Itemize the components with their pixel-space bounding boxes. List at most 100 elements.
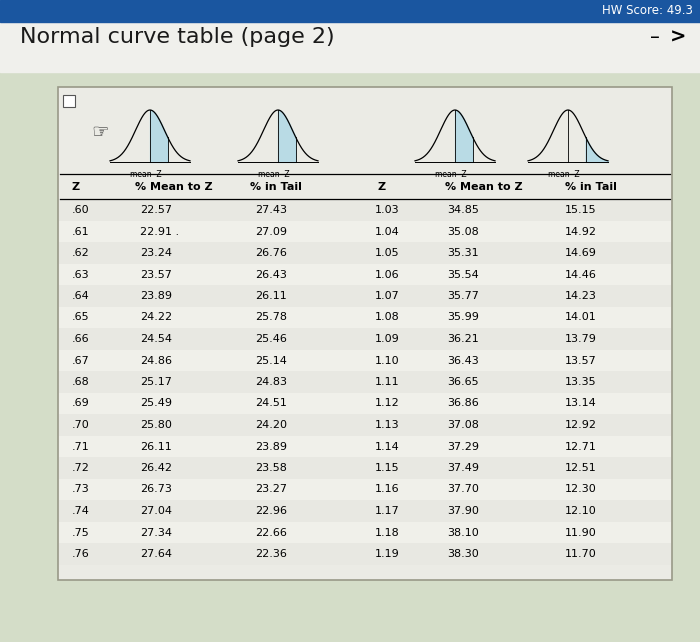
Text: .75: .75 bbox=[72, 528, 90, 537]
Text: 24.54: 24.54 bbox=[140, 334, 172, 344]
Text: .74: .74 bbox=[72, 506, 90, 516]
Text: ☞: ☞ bbox=[91, 123, 108, 141]
Text: .60: .60 bbox=[72, 205, 90, 215]
Text: 26.76: 26.76 bbox=[255, 248, 287, 258]
Text: 13.79: 13.79 bbox=[565, 334, 597, 344]
Text: 25.49: 25.49 bbox=[140, 399, 172, 408]
Text: mean  Z: mean Z bbox=[258, 170, 290, 179]
Text: 27.09: 27.09 bbox=[255, 227, 287, 236]
Text: 14.92: 14.92 bbox=[565, 227, 597, 236]
Text: 26.11: 26.11 bbox=[255, 291, 287, 301]
Text: .61: .61 bbox=[72, 227, 90, 236]
Bar bbox=[59, 350, 671, 371]
Bar bbox=[59, 522, 671, 543]
Text: 37.49: 37.49 bbox=[447, 463, 479, 473]
Text: 36.86: 36.86 bbox=[447, 399, 479, 408]
Text: 25.78: 25.78 bbox=[255, 313, 287, 322]
Bar bbox=[59, 285, 671, 307]
Bar bbox=[59, 414, 671, 436]
Text: 1.17: 1.17 bbox=[375, 506, 400, 516]
Text: 12.10: 12.10 bbox=[565, 506, 596, 516]
Text: 1.19: 1.19 bbox=[375, 549, 400, 559]
Text: 25.17: 25.17 bbox=[140, 377, 172, 387]
Text: 22.96: 22.96 bbox=[255, 506, 287, 516]
Text: 24.20: 24.20 bbox=[255, 420, 287, 430]
Text: 25.14: 25.14 bbox=[255, 356, 287, 365]
Text: 14.23: 14.23 bbox=[565, 291, 597, 301]
Text: 1.16: 1.16 bbox=[375, 485, 400, 494]
Text: 36.65: 36.65 bbox=[447, 377, 479, 387]
Bar bbox=[59, 221, 671, 242]
Text: 23.89: 23.89 bbox=[255, 442, 287, 451]
Text: .68: .68 bbox=[72, 377, 90, 387]
Text: .67: .67 bbox=[72, 356, 90, 365]
Text: .65: .65 bbox=[72, 313, 90, 322]
Text: 38.30: 38.30 bbox=[447, 549, 479, 559]
Bar bbox=[0, 22, 700, 47]
Text: 11.90: 11.90 bbox=[565, 528, 596, 537]
Text: 24.86: 24.86 bbox=[140, 356, 172, 365]
Text: 38.10: 38.10 bbox=[447, 528, 479, 537]
Text: 1.04: 1.04 bbox=[375, 227, 400, 236]
Text: mean  Z: mean Z bbox=[548, 170, 580, 179]
Text: 37.08: 37.08 bbox=[447, 420, 479, 430]
Text: 25.80: 25.80 bbox=[140, 420, 172, 430]
Text: mean  Z: mean Z bbox=[130, 170, 162, 179]
Text: 36.43: 36.43 bbox=[447, 356, 479, 365]
Text: .69: .69 bbox=[72, 399, 90, 408]
Bar bbox=[59, 500, 671, 522]
Text: 35.31: 35.31 bbox=[447, 248, 479, 258]
Text: 24.83: 24.83 bbox=[255, 377, 287, 387]
Bar bbox=[0, 22, 700, 72]
Text: 37.70: 37.70 bbox=[447, 485, 479, 494]
Text: 35.99: 35.99 bbox=[447, 313, 479, 322]
Text: mean  Z: mean Z bbox=[435, 170, 467, 179]
Text: 25.46: 25.46 bbox=[255, 334, 287, 344]
Text: .72: .72 bbox=[72, 463, 90, 473]
Bar bbox=[59, 393, 671, 414]
Text: –: – bbox=[650, 28, 660, 46]
Text: 22.91 .: 22.91 . bbox=[140, 227, 179, 236]
Text: .64: .64 bbox=[72, 291, 90, 301]
Bar bbox=[59, 479, 671, 500]
Text: 12.71: 12.71 bbox=[565, 442, 597, 451]
Text: 1.07: 1.07 bbox=[375, 291, 400, 301]
Bar bbox=[59, 199, 671, 221]
Text: 1.13: 1.13 bbox=[375, 420, 400, 430]
Text: 36.21: 36.21 bbox=[447, 334, 479, 344]
Text: % in Tail: % in Tail bbox=[250, 182, 302, 192]
Text: 26.43: 26.43 bbox=[255, 270, 287, 279]
Text: 23.89: 23.89 bbox=[140, 291, 172, 301]
Text: 1.09: 1.09 bbox=[375, 334, 400, 344]
Text: 12.30: 12.30 bbox=[565, 485, 596, 494]
Bar bbox=[63, 95, 75, 107]
Bar bbox=[59, 457, 671, 479]
Text: 23.58: 23.58 bbox=[255, 463, 287, 473]
Bar bbox=[58, 87, 672, 580]
Bar bbox=[59, 242, 671, 264]
Text: .70: .70 bbox=[72, 420, 90, 430]
Bar bbox=[59, 436, 671, 457]
Text: % Mean to Z: % Mean to Z bbox=[135, 182, 213, 192]
Text: 14.46: 14.46 bbox=[565, 270, 597, 279]
Bar bbox=[59, 371, 671, 393]
Text: 26.42: 26.42 bbox=[140, 463, 172, 473]
Text: .76: .76 bbox=[72, 549, 90, 559]
Bar bbox=[59, 543, 671, 565]
Text: 1.08: 1.08 bbox=[375, 313, 400, 322]
Text: 1.11: 1.11 bbox=[375, 377, 400, 387]
Text: 14.01: 14.01 bbox=[565, 313, 596, 322]
Text: 11.70: 11.70 bbox=[565, 549, 596, 559]
Text: 1.12: 1.12 bbox=[375, 399, 400, 408]
Text: .62: .62 bbox=[72, 248, 90, 258]
Bar bbox=[59, 307, 671, 328]
Text: 12.51: 12.51 bbox=[565, 463, 596, 473]
Text: 22.57: 22.57 bbox=[140, 205, 172, 215]
Text: 1.14: 1.14 bbox=[375, 442, 400, 451]
Text: % in Tail: % in Tail bbox=[565, 182, 617, 192]
Text: Normal curve table (page 2): Normal curve table (page 2) bbox=[20, 27, 335, 47]
Bar bbox=[59, 328, 671, 350]
Text: 26.73: 26.73 bbox=[140, 485, 172, 494]
Text: Z: Z bbox=[72, 182, 80, 192]
Text: 1.06: 1.06 bbox=[375, 270, 400, 279]
